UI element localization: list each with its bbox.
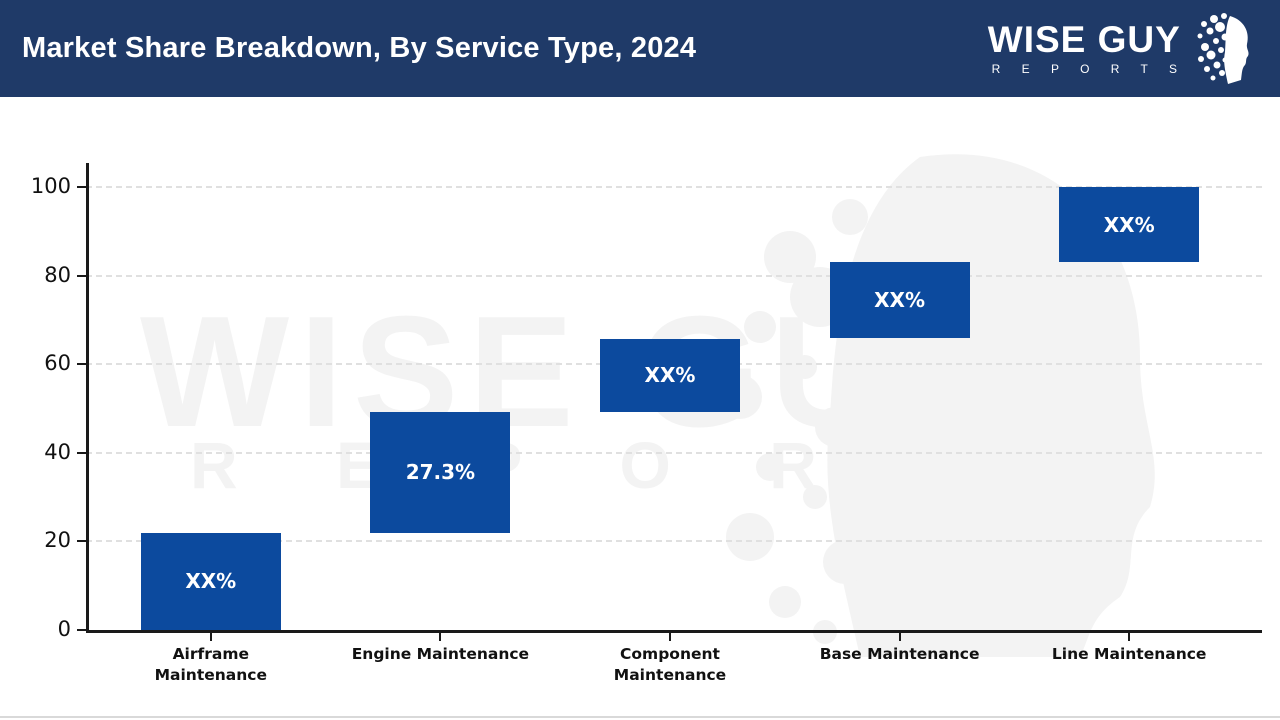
bar-airframe-maintenance: XX% — [140, 532, 281, 630]
bar-value-label-engine-maintenance: 27.3% — [405, 460, 476, 485]
bar-engine-maintenance: 27.3% — [370, 411, 511, 533]
x-label-airframe-maintenance: Airframe Maintenance — [154, 645, 267, 685]
y-tick-mark-100 — [77, 186, 86, 188]
x-tick-mark-component-maintenance — [669, 633, 671, 641]
chart-area: WISE GUY R E P O R T S 0 20 40 60 80 100 XX% Ai… — [0, 97, 1280, 718]
y-tick-label-40: 40 — [44, 439, 71, 464]
y-tick-label-80: 80 — [44, 262, 71, 287]
gridline-100 — [86, 186, 1262, 188]
x-tick-mark-airframe-maintenance — [209, 633, 212, 641]
gridline-40 — [86, 451, 1262, 454]
y-tick-mark-80 — [77, 274, 86, 277]
y-tick-mark-20 — [77, 540, 86, 543]
y-tick-mark-60 — [77, 363, 86, 366]
page-title: Market Share Breakdown, By Service Type,… — [22, 32, 697, 64]
y-tick-mark-0 — [77, 629, 86, 631]
bar-base-maintenance: XX% — [829, 262, 970, 339]
bar-value-label-airframe-maintenance: XX% — [185, 569, 237, 594]
y-tick-label-0: 0 — [57, 617, 71, 641]
header-bar: Market Share Breakdown, By Service Type,… — [0, 0, 1280, 97]
gridline-80 — [86, 274, 1262, 277]
bar-component-maintenance: XX% — [600, 338, 740, 412]
brand-subtitle: R E P O R T S — [991, 62, 1186, 76]
x-label-engine-maintenance: Engine Maintenance — [351, 645, 530, 663]
y-tick-label-100: 100 — [30, 174, 71, 198]
gridline-20 — [86, 540, 1262, 543]
x-label-line-maintenance: Line Maintenance — [1051, 645, 1207, 663]
bar-value-label-line-maintenance: XX% — [1103, 212, 1155, 237]
brand-logo-text: WISE GUY R E P O R T S — [983, 21, 1186, 76]
x-axis-line — [86, 630, 1262, 633]
dotted-face-profile-icon — [1197, 12, 1249, 84]
brand-logo: WISE GUY R E P O R T S — [983, 10, 1254, 88]
brand-name: WISE GUY — [987, 19, 1181, 60]
page-bottom-divider — [0, 716, 1280, 718]
y-axis-line — [86, 163, 89, 633]
x-tick-mark-base-maintenance — [898, 633, 901, 641]
x-label-base-maintenance: Base Maintenance — [819, 645, 980, 663]
x-tick-mark-line-maintenance — [1128, 633, 1131, 641]
y-tick-label-20: 20 — [44, 528, 71, 553]
y-tick-label-60: 60 — [44, 351, 71, 376]
x-label-component-maintenance: Component Maintenance — [613, 645, 727, 685]
bar-value-label-component-maintenance: XX% — [644, 363, 696, 388]
bar-line-maintenance: XX% — [1059, 187, 1200, 263]
y-tick-mark-40 — [77, 451, 86, 454]
x-tick-mark-engine-maintenance — [439, 633, 442, 641]
bar-value-label-base-maintenance: XX% — [874, 288, 926, 313]
